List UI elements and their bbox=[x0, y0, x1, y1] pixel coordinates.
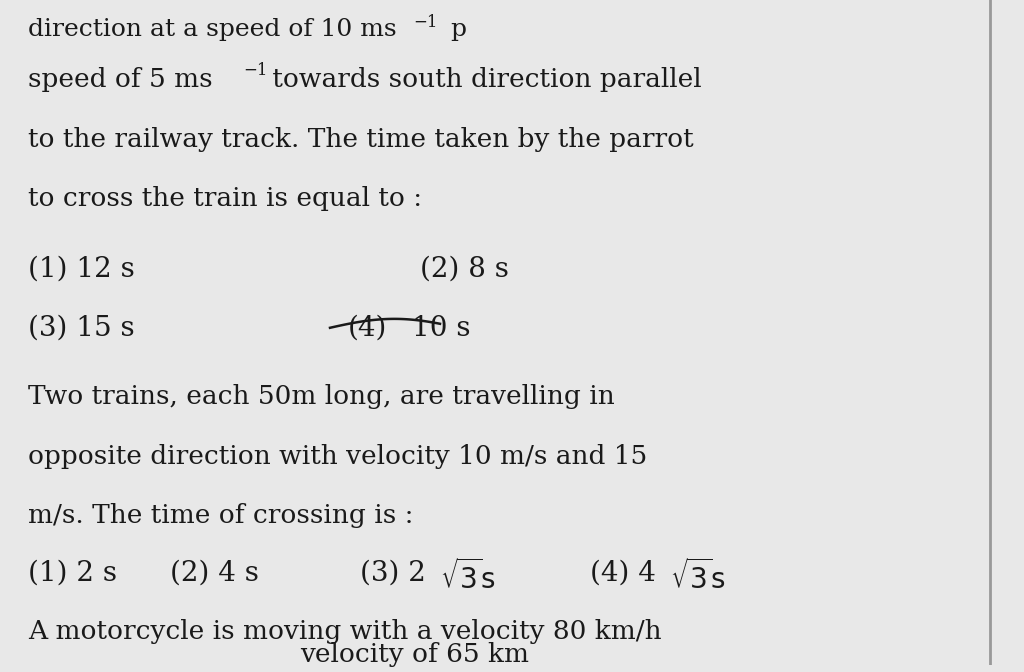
Text: $\sqrt{3}$s: $\sqrt{3}$s bbox=[440, 560, 496, 595]
Text: p: p bbox=[443, 18, 467, 41]
Text: speed of 5 ms: speed of 5 ms bbox=[28, 67, 213, 92]
Text: $\sqrt{3}$s: $\sqrt{3}$s bbox=[670, 560, 726, 595]
Text: Two trains, each 50m long, are travelling in: Two trains, each 50m long, are travellin… bbox=[28, 384, 614, 409]
Text: (3) 15 s: (3) 15 s bbox=[28, 315, 134, 342]
Text: direction at a speed of 10 ms: direction at a speed of 10 ms bbox=[28, 18, 396, 41]
Text: (3) 2: (3) 2 bbox=[360, 560, 426, 587]
Text: −1: −1 bbox=[243, 62, 267, 79]
Text: (2) 8 s: (2) 8 s bbox=[420, 255, 509, 282]
Text: velocity of 65 km: velocity of 65 km bbox=[300, 642, 529, 667]
Text: (1) 2 s: (1) 2 s bbox=[28, 560, 117, 587]
Text: (2) 4 s: (2) 4 s bbox=[170, 560, 259, 587]
Text: (4): (4) bbox=[348, 315, 387, 342]
Text: (1) 12 s: (1) 12 s bbox=[28, 255, 135, 282]
Text: 10 s: 10 s bbox=[412, 315, 470, 342]
Text: A motorcycle is moving with a velocity 80 km/h: A motorcycle is moving with a velocity 8… bbox=[28, 619, 662, 644]
Text: −1: −1 bbox=[413, 14, 437, 31]
Text: (4) 4: (4) 4 bbox=[590, 560, 656, 587]
Text: towards south direction parallel: towards south direction parallel bbox=[264, 67, 701, 92]
Text: m/s. The time of crossing is :: m/s. The time of crossing is : bbox=[28, 503, 414, 528]
Text: opposite direction with velocity 10 m/s and 15: opposite direction with velocity 10 m/s … bbox=[28, 444, 647, 468]
Text: to cross the train is equal to :: to cross the train is equal to : bbox=[28, 186, 422, 211]
Text: to the railway track. The time taken by the parrot: to the railway track. The time taken by … bbox=[28, 127, 693, 152]
